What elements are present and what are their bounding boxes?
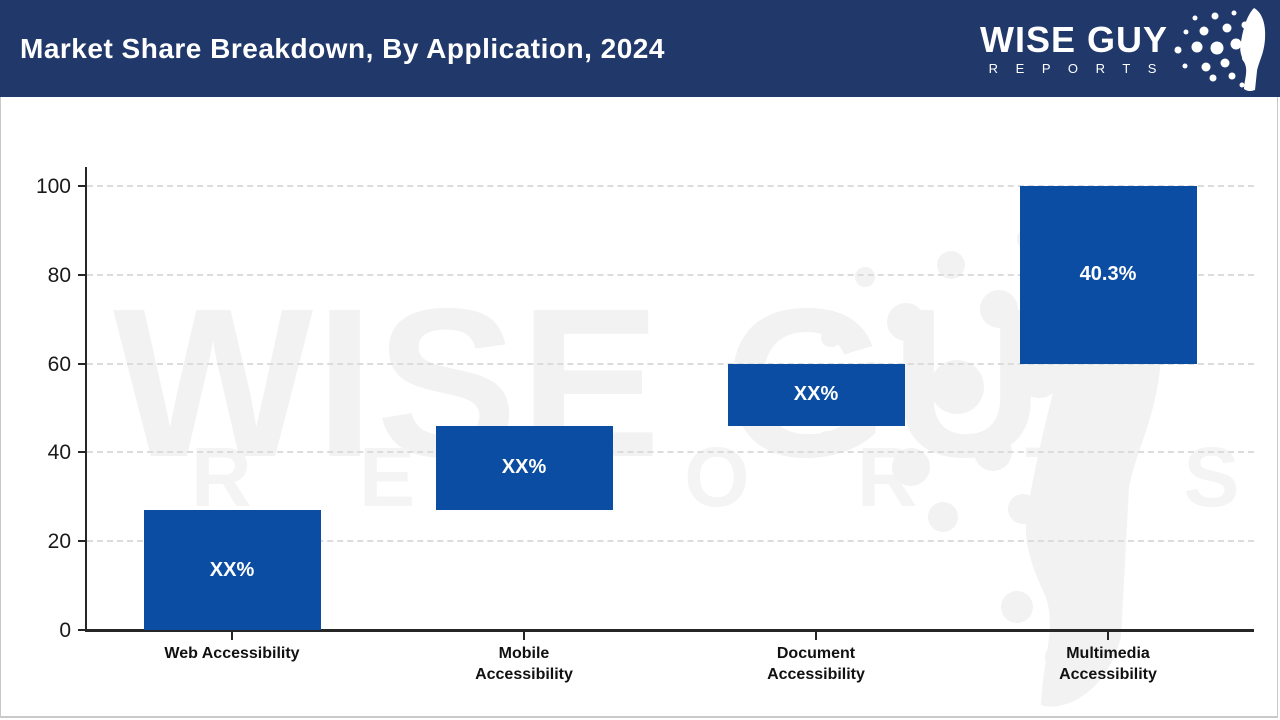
gridline [87,362,1254,365]
logo-wordmark: WISE GUY [979,19,1168,60]
y-axis [85,167,87,632]
bar: 40.3% [1019,186,1197,364]
category-label: Multimedia Accessibility [1059,645,1157,683]
bar: XX% [143,510,321,630]
category-label: Web Accessibility [164,645,300,662]
gridline [87,273,1254,276]
y-tick-label: 80 [47,263,71,287]
bar: XX% [727,363,905,426]
category-label: Document Accessibility [767,645,865,683]
y-tick-label: 0 [59,619,71,642]
x-tick-mark [523,632,525,640]
bar: XX% [435,425,613,511]
y-tick-mark [78,362,86,365]
y-tick-mark [78,185,86,187]
logo-subtext: R E P O R T S [988,61,1164,76]
header: Market Share Breakdown, By Application, … [0,0,1280,97]
bar-value-label: XX% [501,456,547,479]
y-tick-mark [78,629,86,631]
logo-text: WISE GUY R E P O R T S [979,19,1168,76]
x-axis [85,629,1254,632]
gridline [87,540,1254,543]
y-tick-label: 40 [47,441,71,465]
chart-canvas: WISE GUY R E P O R T S 0 20 40 60 80 100 XX% We… [0,97,1278,718]
y-tick-mark [78,273,86,276]
bar-value-label: 40.3% [1079,263,1137,286]
x-tick-mark [231,632,233,640]
bar-value-label: XX% [793,383,839,406]
y-tick-label: 20 [47,530,71,554]
gridline [87,185,1254,187]
y-tick-label: 100 [35,175,71,198]
y-tick-mark [78,540,86,543]
x-tick-mark [815,632,817,640]
plot-area: 0 20 40 60 80 100 XX% Web Accessibility XX% Mobil… [1,97,1277,716]
gridline [87,451,1254,454]
logo-face-dots-icon [1174,7,1266,91]
y-tick-label: 60 [47,352,71,376]
bar-value-label: XX% [209,558,255,581]
page-title: Market Share Breakdown, By Application, … [20,32,665,64]
y-tick-mark [78,451,86,454]
category-label: Mobile Accessibility [475,645,573,683]
brand-logo: WISE GUY R E P O R T S [980,6,1266,92]
x-tick-mark [1107,632,1109,640]
